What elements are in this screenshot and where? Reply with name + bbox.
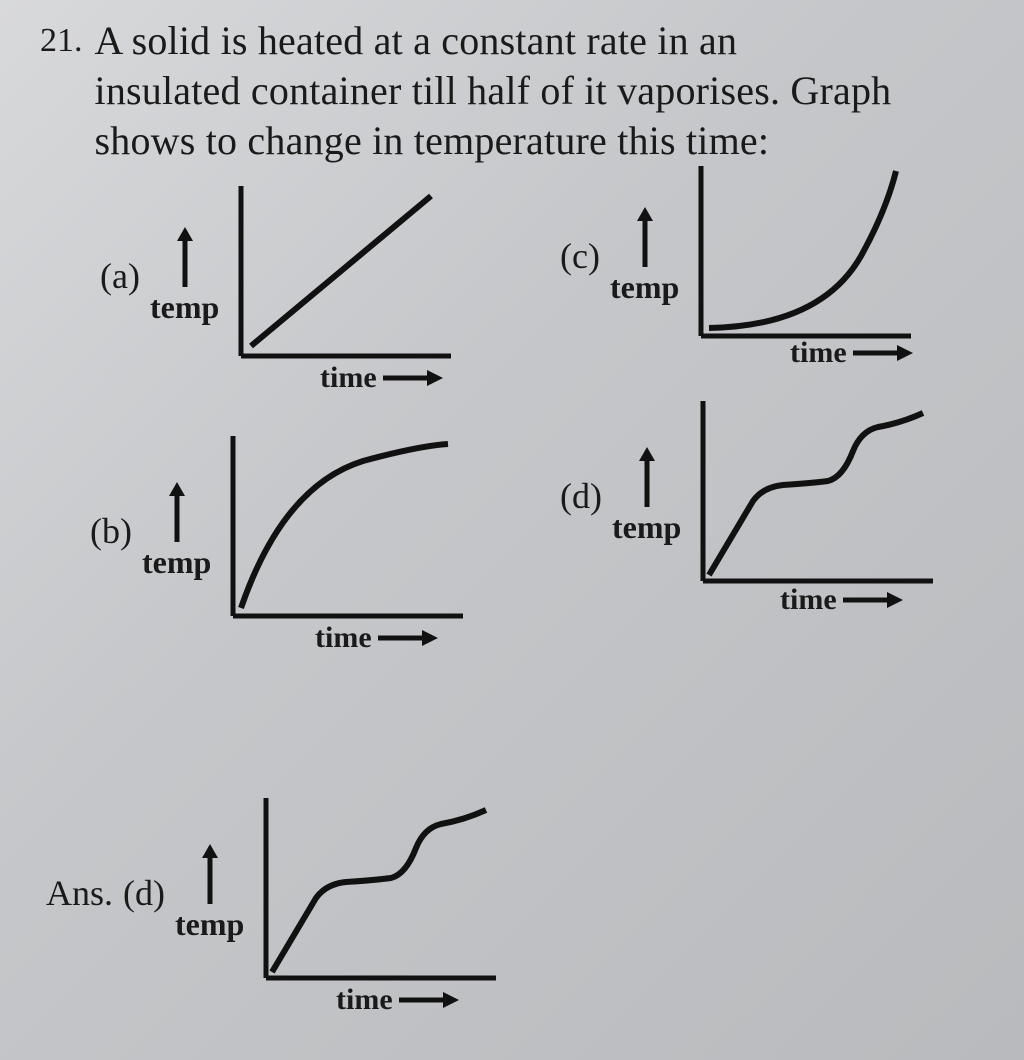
up-arrow-icon	[167, 482, 187, 542]
right-arrow-icon	[378, 628, 438, 648]
options-grid: (a) temp time	[40, 176, 980, 676]
option-b-label: (b)	[90, 510, 132, 552]
up-arrow-icon	[175, 227, 195, 287]
question-block: 21. A solid is heated at a constant rate…	[40, 16, 984, 166]
option-c-label: (c)	[560, 235, 600, 277]
question-line-2: insulated container till half of it vapo…	[95, 68, 892, 113]
question-text: A solid is heated at a constant rate in …	[95, 16, 892, 166]
answer-chart	[246, 788, 506, 998]
option-a-xrow: time	[320, 361, 443, 395]
option-c-ylabel: temp	[610, 269, 679, 306]
answer-option: (d)	[123, 872, 165, 914]
up-arrow-icon	[635, 207, 655, 267]
option-b-xlabel: time	[315, 621, 372, 655]
option-a: (a) temp time	[100, 176, 461, 376]
option-b: (b) temp time	[90, 426, 473, 636]
option-c-xrow: time	[790, 336, 913, 370]
option-d-chart	[683, 391, 943, 601]
answer-ylabel: temp	[175, 906, 244, 943]
answer-xlabel: time	[336, 983, 393, 1017]
right-arrow-icon	[399, 990, 459, 1010]
option-a-chart	[221, 176, 461, 376]
right-arrow-icon	[383, 368, 443, 388]
option-a-ylabel: temp	[150, 289, 219, 326]
right-arrow-icon	[853, 343, 913, 363]
right-arrow-icon	[843, 590, 903, 610]
option-a-ycol: temp	[150, 227, 219, 326]
up-arrow-icon	[200, 844, 220, 904]
answer-xrow: time	[336, 983, 459, 1017]
option-b-xrow: time	[315, 621, 438, 655]
question-line-1: A solid is heated at a constant rate in …	[95, 18, 738, 63]
answer-prefix: Ans.	[46, 872, 113, 914]
answer-ycol: temp	[175, 844, 244, 943]
option-d-label: (d)	[560, 475, 602, 517]
option-d-ylabel: temp	[612, 509, 681, 546]
up-arrow-icon	[637, 447, 657, 507]
option-b-chart	[213, 426, 473, 636]
option-a-label: (a)	[100, 255, 140, 297]
option-c-ycol: temp	[610, 207, 679, 306]
option-c-xlabel: time	[790, 336, 847, 370]
question-number: 21.	[40, 22, 83, 60]
option-d-ycol: temp	[612, 447, 681, 546]
option-b-ylabel: temp	[142, 544, 211, 581]
option-a-xlabel: time	[320, 361, 377, 395]
option-c: (c) temp time	[560, 156, 921, 356]
option-c-chart	[681, 156, 921, 356]
answer-block: Ans. (d) temp time	[46, 788, 506, 998]
option-d-xrow: time	[780, 583, 903, 617]
option-d-xlabel: time	[780, 583, 837, 617]
page: 21. A solid is heated at a constant rate…	[0, 0, 1024, 1060]
option-b-ycol: temp	[142, 482, 211, 581]
option-d: (d) temp time	[560, 391, 943, 601]
